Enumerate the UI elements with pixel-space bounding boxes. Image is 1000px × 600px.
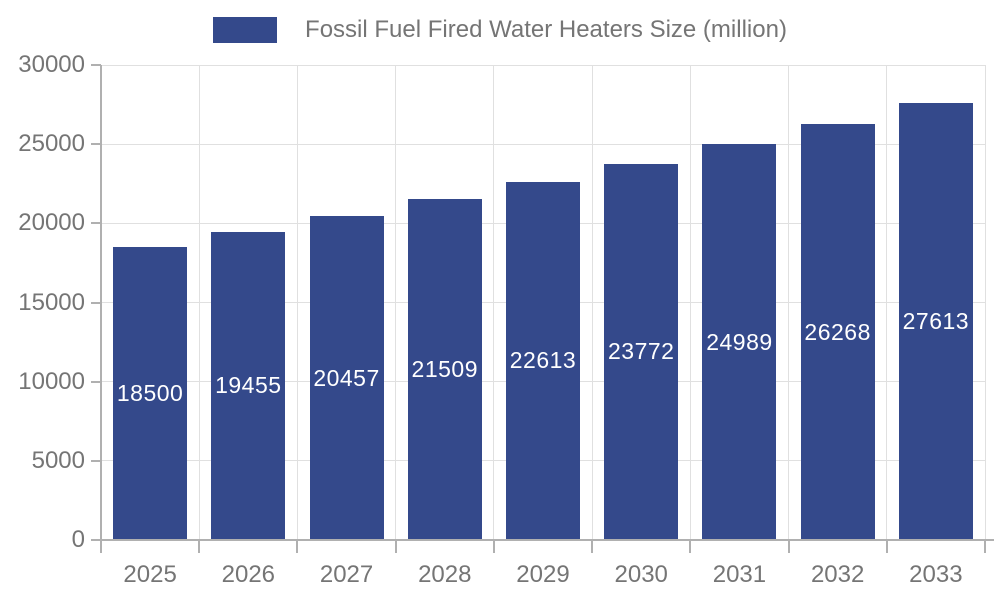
x-axis-line [100, 539, 994, 541]
y-axis-tick [91, 222, 101, 225]
bar: 19455 [211, 231, 286, 540]
x-axis-tick [100, 540, 102, 553]
bar: 26268 [800, 124, 875, 540]
bar-value-label: 22613 [509, 347, 577, 374]
bar-value-label: 18500 [116, 380, 184, 407]
y-axis-label: 0 [71, 526, 85, 553]
x-axis-label: 2032 [810, 561, 865, 588]
bar-value-label: 21509 [411, 356, 478, 383]
bar-value-label: 23772 [607, 338, 675, 365]
v-gridline [788, 65, 790, 540]
v-gridline [984, 65, 986, 540]
y-axis-tick [91, 143, 101, 146]
y-axis-line [100, 65, 102, 540]
x-axis-label: 2028 [418, 561, 472, 588]
bar: 22613 [506, 181, 580, 540]
legend-label: Fossil Fuel Fired Water Heaters Size (mi… [305, 16, 787, 43]
h-gridline [101, 64, 985, 66]
y-axis-label: 20000 [18, 209, 85, 237]
x-axis-tick [394, 540, 397, 553]
h-gridline [101, 143, 985, 145]
y-axis-label: 25000 [18, 130, 85, 158]
x-axis-tick [984, 540, 986, 553]
v-gridline [395, 65, 397, 540]
x-axis-tick [689, 540, 692, 553]
y-axis-label: 5000 [31, 446, 85, 474]
y-axis-tick [91, 539, 101, 541]
x-axis-label: 2026 [221, 561, 276, 588]
bar: 21509 [407, 199, 482, 540]
y-axis-label: 15000 [18, 288, 85, 316]
x-axis-label: 2031 [712, 561, 767, 588]
legend-swatch [213, 17, 278, 43]
y-axis-tick [91, 380, 101, 383]
bar-value-label: 27613 [902, 307, 970, 334]
bar-value-label: 19455 [215, 372, 282, 399]
y-axis-tick [91, 301, 101, 304]
x-axis-tick [492, 540, 495, 553]
bar: 20457 [309, 216, 384, 540]
y-axis-label: 10000 [18, 367, 85, 395]
x-axis-tick [591, 540, 594, 553]
x-axis-tick [787, 540, 790, 553]
y-axis-label: 30000 [18, 51, 85, 78]
bar: 18500 [113, 247, 188, 540]
v-gridline [591, 65, 593, 540]
x-axis-label: 2025 [123, 561, 177, 588]
bar-value-label: 26268 [804, 318, 871, 345]
x-axis-label: 2033 [909, 561, 963, 588]
x-axis-label: 2027 [319, 561, 374, 588]
x-axis-label: 2029 [516, 561, 570, 588]
v-gridline [689, 65, 691, 540]
y-axis-tick [91, 459, 101, 462]
x-axis-tick [198, 540, 201, 553]
x-axis-tick [296, 540, 299, 553]
x-axis-tick [885, 540, 888, 553]
bar: 24989 [702, 144, 777, 540]
bar: 27613 [898, 102, 973, 540]
v-gridline [296, 65, 298, 540]
bar-value-label: 20457 [313, 364, 380, 391]
y-axis-tick [91, 64, 101, 66]
x-axis-label: 2030 [614, 561, 668, 588]
v-gridline [493, 65, 495, 540]
v-gridline [886, 65, 888, 540]
bar-value-label: 24989 [706, 328, 773, 355]
v-gridline [198, 65, 200, 540]
chart-legend: Fossil Fuel Fired Water Heaters Size (mi… [0, 16, 1000, 44]
bar: 23772 [604, 163, 679, 540]
